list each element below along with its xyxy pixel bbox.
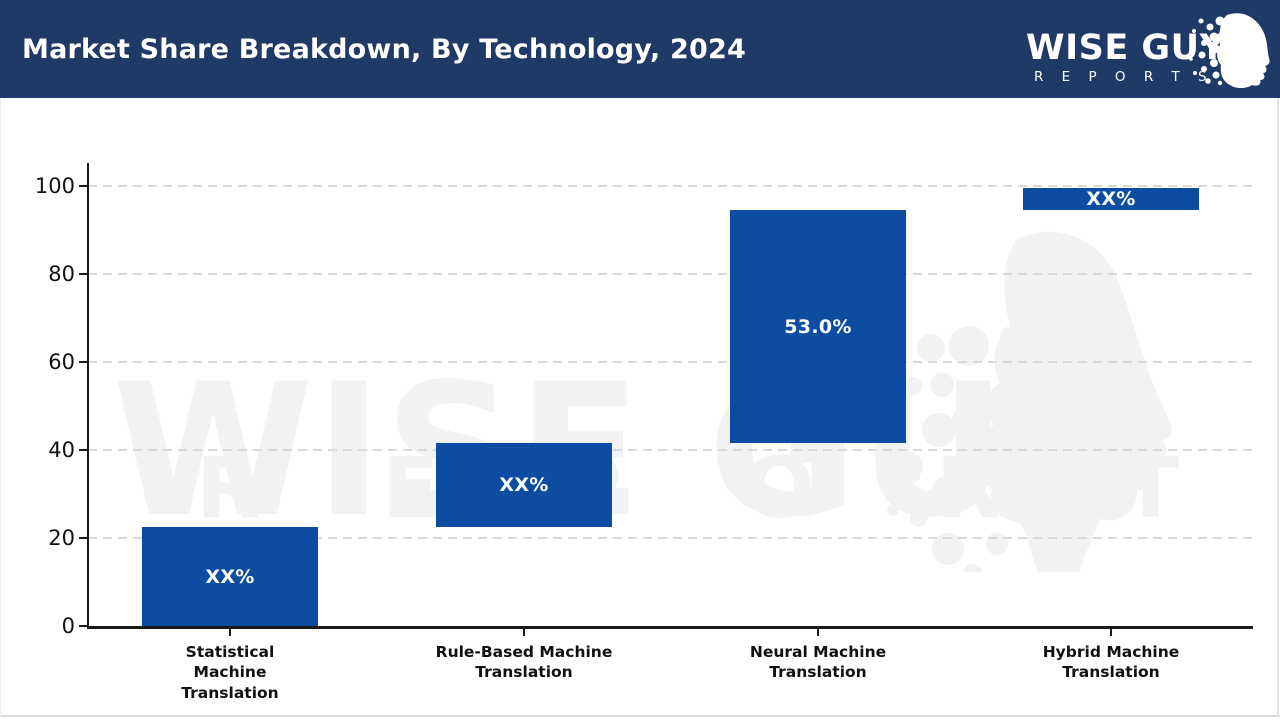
- y-tick-40: [79, 449, 87, 451]
- y-tick-100: [79, 185, 87, 187]
- category-label-statistical-machine-translation: Statistical Machine Translation: [110, 642, 350, 703]
- chart-canvas: WISE GU R E P O R T S XX%XX%53.0%XX%0204…: [0, 98, 1280, 720]
- category-label-rule-based-machine-translation: Rule-Based Machine Translation: [404, 642, 644, 683]
- y-tick-label-0: 0: [61, 614, 75, 638]
- bar-value-label: XX%: [499, 474, 549, 497]
- category-label-hybrid-machine-translation: Hybrid Machine Translation: [991, 642, 1231, 683]
- image-bottom-border: [0, 715, 1280, 717]
- x-axis-spine: [87, 626, 1253, 629]
- category-label-line: Rule-Based Machine: [435, 643, 613, 661]
- logo-wordmark: WISE GUY: [1026, 28, 1226, 68]
- category-label-line: Translation: [475, 663, 573, 682]
- gridline-20: [88, 537, 1253, 539]
- x-tick-statistical-machine-translation: [229, 629, 231, 636]
- watermark-head-icon: [887, 231, 1172, 572]
- bar-rule-based-machine-translation: XX%: [436, 443, 612, 527]
- y-tick-label-100: 100: [34, 174, 75, 198]
- y-tick-label-60: 60: [48, 350, 75, 374]
- gridline-80: [88, 273, 1253, 275]
- gridline-60: [88, 361, 1253, 363]
- y-tick-20: [79, 537, 87, 539]
- category-label-line: Hybrid Machine: [1042, 643, 1180, 661]
- page-title: Market Share Breakdown, By Technology, 2…: [22, 33, 747, 65]
- y-tick-0: [79, 625, 87, 627]
- gridline-100: [88, 185, 1253, 187]
- category-label-neural-machine-translation: Neural Machine Translation: [698, 642, 938, 683]
- gridline-40: [88, 449, 1253, 451]
- category-label-line: Statistical: [185, 643, 275, 661]
- category-label-line: Machine: [193, 663, 267, 682]
- x-tick-hybrid-machine-translation: [1110, 629, 1112, 636]
- category-label-line: Translation: [769, 663, 867, 682]
- bar-value-label: 53.0%: [784, 315, 852, 338]
- bar-neural-machine-translation: 53.0%: [730, 210, 906, 444]
- bar-statistical-machine-translation: XX%: [142, 527, 318, 626]
- x-tick-neural-machine-translation: [817, 629, 819, 636]
- logo-head-icon: [1189, 13, 1270, 88]
- category-label-line: Neural Machine: [749, 643, 887, 661]
- bar-value-label: XX%: [1086, 188, 1136, 211]
- y-tick-80: [79, 273, 87, 275]
- x-tick-rule-based-machine-translation: [523, 629, 525, 636]
- category-label-line: Translation: [181, 683, 279, 702]
- y-tick-label-40: 40: [48, 438, 75, 462]
- category-label-line: Translation: [1062, 663, 1160, 682]
- bar-hybrid-machine-translation: XX%: [1023, 188, 1199, 211]
- bar-value-label: XX%: [205, 565, 255, 588]
- wise-guy-reports-logo: WISE GUY R E P O R T S: [1026, 13, 1270, 88]
- header-bar: Market Share Breakdown, By Technology, 2…: [0, 0, 1280, 98]
- image-left-border: [0, 98, 1, 717]
- y-axis-spine: [87, 163, 89, 628]
- y-tick-60: [79, 361, 87, 363]
- image-right-border: [1277, 98, 1279, 717]
- logo-subtitle: R E P O R T S: [1034, 69, 1214, 85]
- y-tick-label-20: 20: [48, 526, 75, 550]
- y-tick-label-80: 80: [48, 262, 75, 286]
